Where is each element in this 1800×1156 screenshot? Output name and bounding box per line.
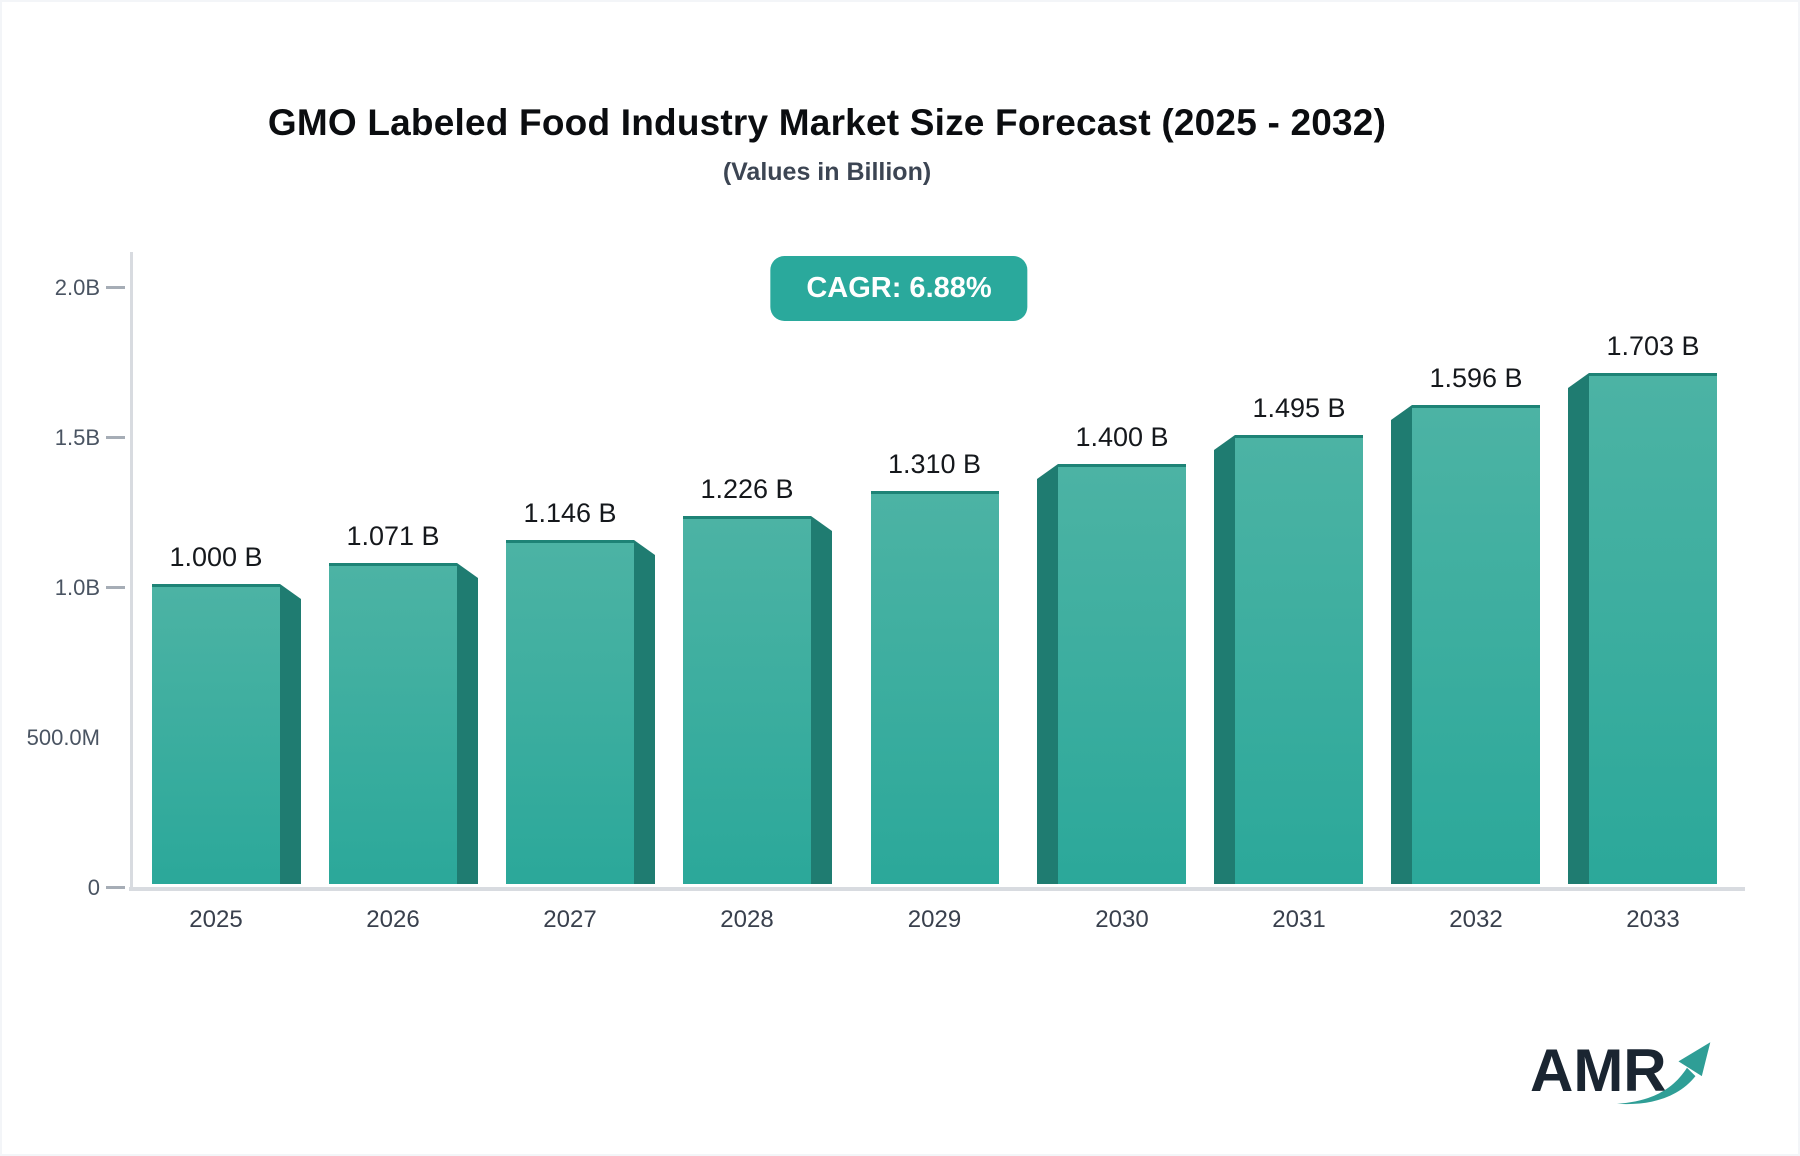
- bar: [1412, 405, 1540, 884]
- y-tick-label: 1.5B: [54, 425, 100, 450]
- y-tick-dash: [106, 436, 125, 439]
- cagr-badge: CAGR: 6.88%: [770, 256, 1028, 321]
- amr-logo-text: AMR: [1530, 1037, 1667, 1104]
- bar: [329, 563, 457, 884]
- bar-value-label: 1.071 B: [346, 521, 440, 551]
- x-tick-label: 2027: [543, 906, 597, 933]
- bar-group-2027: 1.146 B: [506, 498, 655, 884]
- chart-title: GMO Labeled Food Industry Market Size Fo…: [267, 102, 1387, 143]
- x-tick-label: 2030: [1095, 906, 1149, 933]
- bar-side-face: [1214, 435, 1235, 884]
- bar-value-label: 1.703 B: [1606, 331, 1700, 361]
- bar-value-label: 1.310 B: [887, 449, 982, 479]
- bar-side-face: [1037, 464, 1058, 884]
- bar-side-face: [811, 516, 832, 884]
- growth-arrow-icon: [1616, 1042, 1711, 1105]
- y-axis-line: [130, 252, 133, 890]
- bar-group-2033: 1.703 B: [1568, 331, 1717, 884]
- bar: [1589, 373, 1717, 884]
- x-tick-label: 2031: [1272, 906, 1326, 933]
- y-tick-dash: [106, 586, 125, 589]
- bar-group-2031: 1.495 B: [1214, 393, 1363, 884]
- bar-group-2026: 1.071 B: [329, 521, 478, 884]
- bar-side-face: [634, 540, 655, 884]
- bar: [683, 516, 811, 884]
- bar-group-2025: 1.000 B: [152, 542, 301, 884]
- y-tick-label: 0: [87, 875, 100, 900]
- bar: [152, 584, 280, 884]
- bar-group-2030: 1.400 B: [1037, 422, 1186, 884]
- bar-value-label: 1.226 B: [700, 474, 794, 504]
- bar-value-label: 1.495 B: [1252, 393, 1346, 423]
- bar-group-2032: 1.596 B: [1391, 363, 1540, 884]
- x-tick-label: 2025: [189, 906, 243, 933]
- bar-value-label: 1.000 B: [169, 542, 263, 572]
- x-tick-label: 2033: [1626, 906, 1680, 933]
- amr-logo: AMR: [1530, 1032, 1730, 1112]
- bar: [506, 540, 634, 884]
- bar-group-2029: 1.310 B: [860, 449, 1009, 884]
- chart-header: GMO Labeled Food Industry Market Size Fo…: [22, 2, 1632, 187]
- x-axis-line: [129, 887, 1745, 891]
- bar-value-label: 1.146 B: [523, 498, 617, 528]
- bar-side-face: [1391, 405, 1412, 884]
- chart-subtitle: (Values in Billion): [722, 158, 932, 186]
- x-tick-label: 2028: [720, 906, 774, 933]
- bar-value-label: 1.400 B: [1075, 422, 1169, 452]
- y-tick-label: 1.0B: [54, 575, 100, 600]
- bar: [1235, 435, 1363, 884]
- y-tick-dash: [106, 886, 125, 889]
- bar-value-label: 1.596 B: [1429, 363, 1523, 393]
- x-tick-label: 2029: [907, 906, 962, 933]
- y-tick-label: 2.0B: [54, 275, 100, 300]
- x-tick-label: 2032: [1449, 906, 1503, 933]
- bar: [1058, 464, 1186, 884]
- y-tick-dash: [106, 286, 125, 289]
- y-tick-label: 500.0M: [26, 725, 100, 750]
- x-tick-label: 2026: [366, 906, 420, 933]
- bar-side-face: [280, 584, 301, 884]
- bar-side-face: [457, 563, 478, 884]
- bar: [870, 491, 999, 884]
- bar-side-face: [1568, 373, 1589, 884]
- bar-group-2028: 1.226 B: [683, 474, 832, 884]
